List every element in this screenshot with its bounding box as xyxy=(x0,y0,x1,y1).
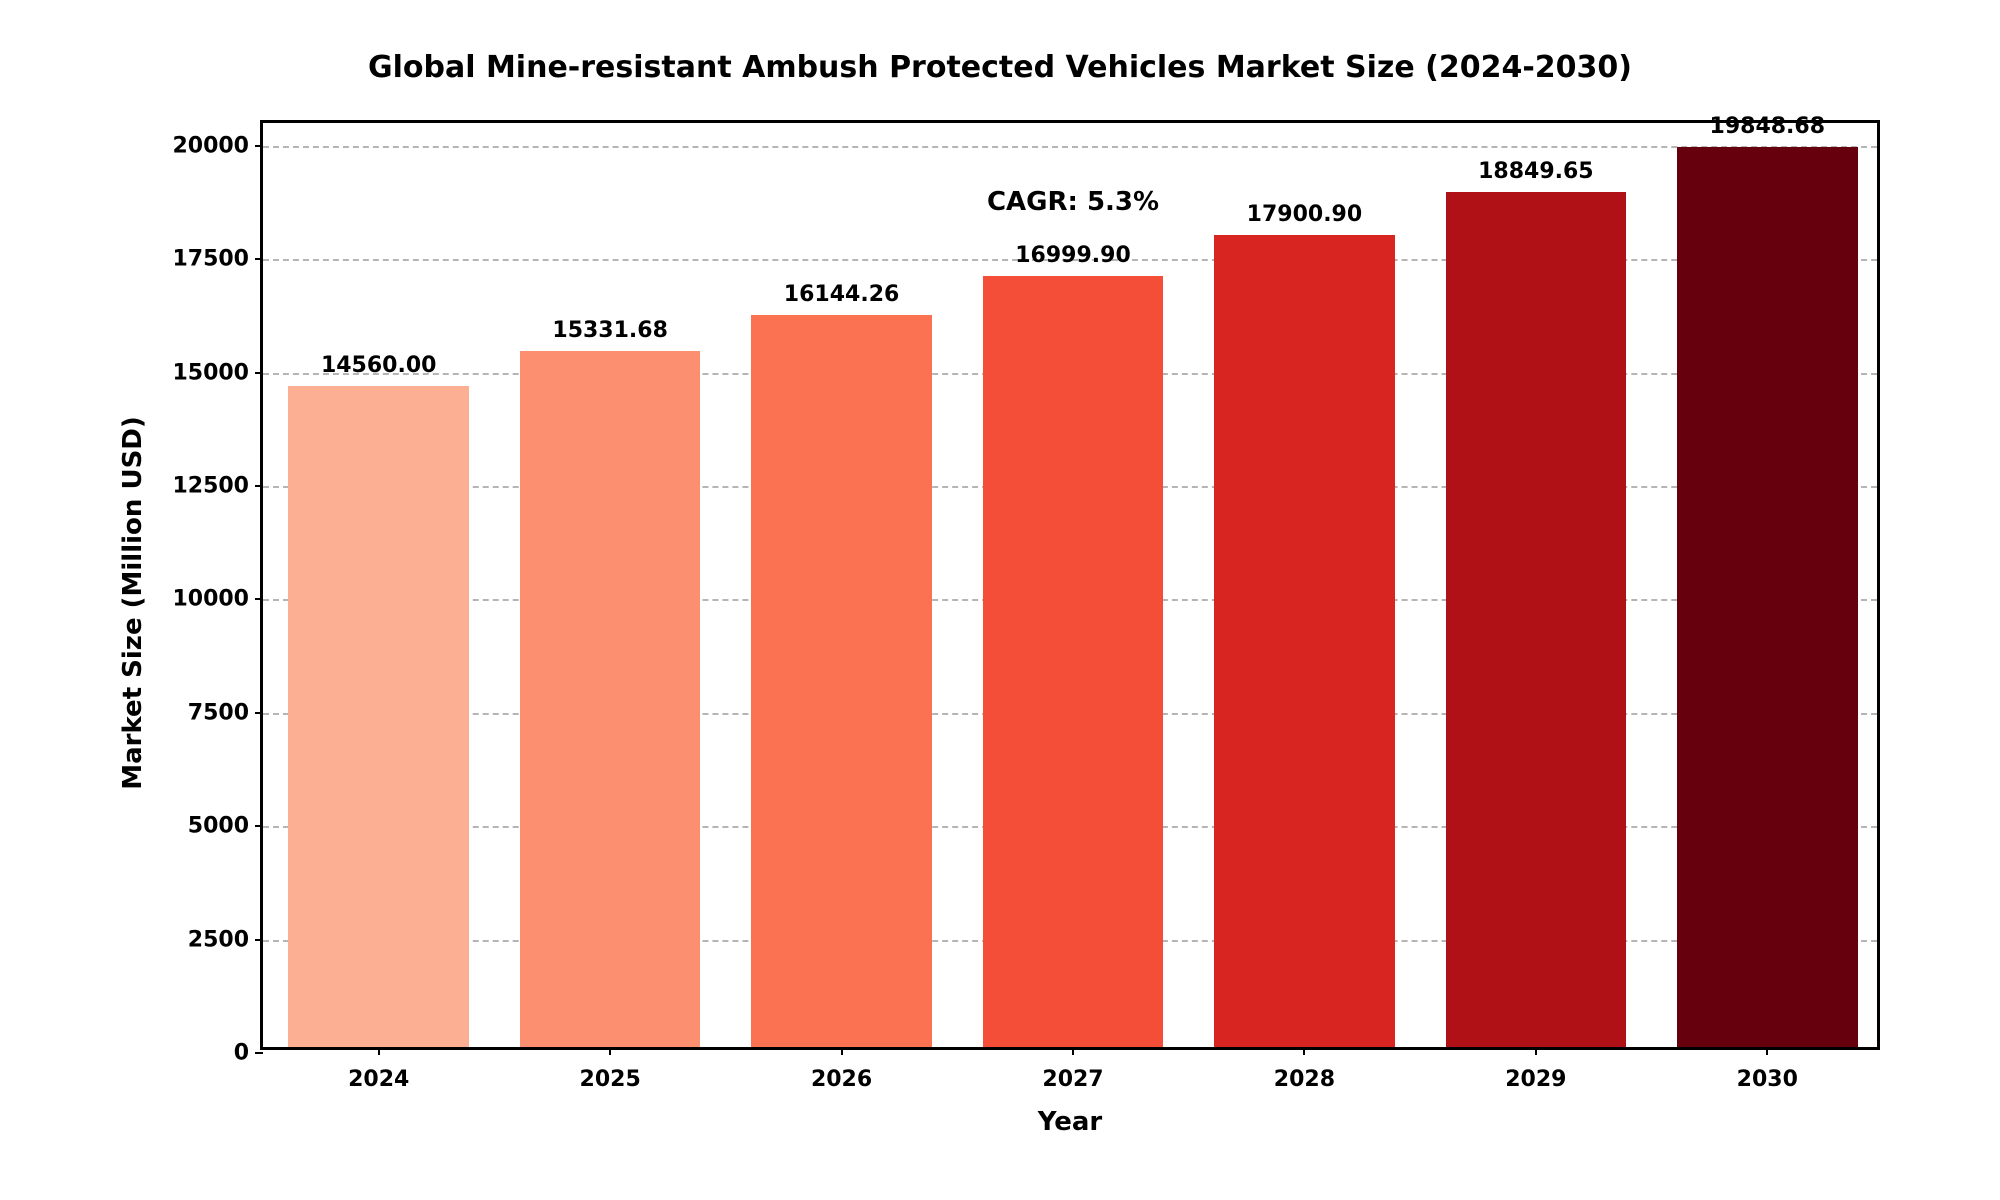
bar xyxy=(751,315,932,1047)
bar-value-label: 18849.65 xyxy=(1478,159,1594,184)
xtick-mark xyxy=(1072,1047,1074,1055)
xtick-mark xyxy=(841,1047,843,1055)
xtick-mark xyxy=(1303,1047,1305,1055)
ytick-label: 17500 xyxy=(172,247,263,272)
bar xyxy=(288,386,469,1047)
ytick-label: 12500 xyxy=(172,473,263,498)
xtick-label: 2028 xyxy=(1274,1067,1335,1092)
xtick-label: 2030 xyxy=(1737,1067,1798,1092)
ytick-label: 5000 xyxy=(188,814,263,839)
bar xyxy=(1677,147,1858,1047)
xtick-mark xyxy=(1766,1047,1768,1055)
xtick-mark xyxy=(1535,1047,1537,1055)
bar xyxy=(520,351,701,1047)
xtick-label: 2027 xyxy=(1042,1067,1103,1092)
xtick-label: 2029 xyxy=(1505,1067,1566,1092)
bar-value-label: 16144.26 xyxy=(784,282,900,307)
bar xyxy=(983,276,1164,1047)
ytick-label: 7500 xyxy=(188,700,263,725)
ytick-label: 2500 xyxy=(188,927,263,952)
x-axis-label: Year xyxy=(1038,1107,1102,1137)
bar-value-label: 17900.90 xyxy=(1247,202,1363,227)
bar-value-label: 16999.90 xyxy=(1015,243,1131,268)
xtick-mark xyxy=(609,1047,611,1055)
chart-container: Global Mine-resistant Ambush Protected V… xyxy=(80,50,1920,1150)
bar-value-label: 15331.68 xyxy=(552,318,668,343)
grid-line xyxy=(263,146,1877,148)
ytick-label: 20000 xyxy=(172,133,263,158)
bar xyxy=(1214,235,1395,1047)
y-axis-label: Market Size (Million USD) xyxy=(118,416,148,790)
xtick-label: 2025 xyxy=(580,1067,641,1092)
ytick-label: 15000 xyxy=(172,360,263,385)
xtick-mark xyxy=(378,1047,380,1055)
xtick-label: 2026 xyxy=(811,1067,872,1092)
plot-area: 0250050007500100001250015000175002000014… xyxy=(260,120,1880,1050)
xtick-label: 2024 xyxy=(348,1067,409,1092)
ytick-label: 10000 xyxy=(172,587,263,612)
bar xyxy=(1446,192,1627,1047)
ytick-label: 0 xyxy=(234,1041,263,1066)
bar-value-label: 19848.68 xyxy=(1710,114,1826,139)
chart-title: Global Mine-resistant Ambush Protected V… xyxy=(80,50,1920,85)
cagr-annotation: CAGR: 5.3% xyxy=(987,187,1159,217)
bar-value-label: 14560.00 xyxy=(321,353,437,378)
